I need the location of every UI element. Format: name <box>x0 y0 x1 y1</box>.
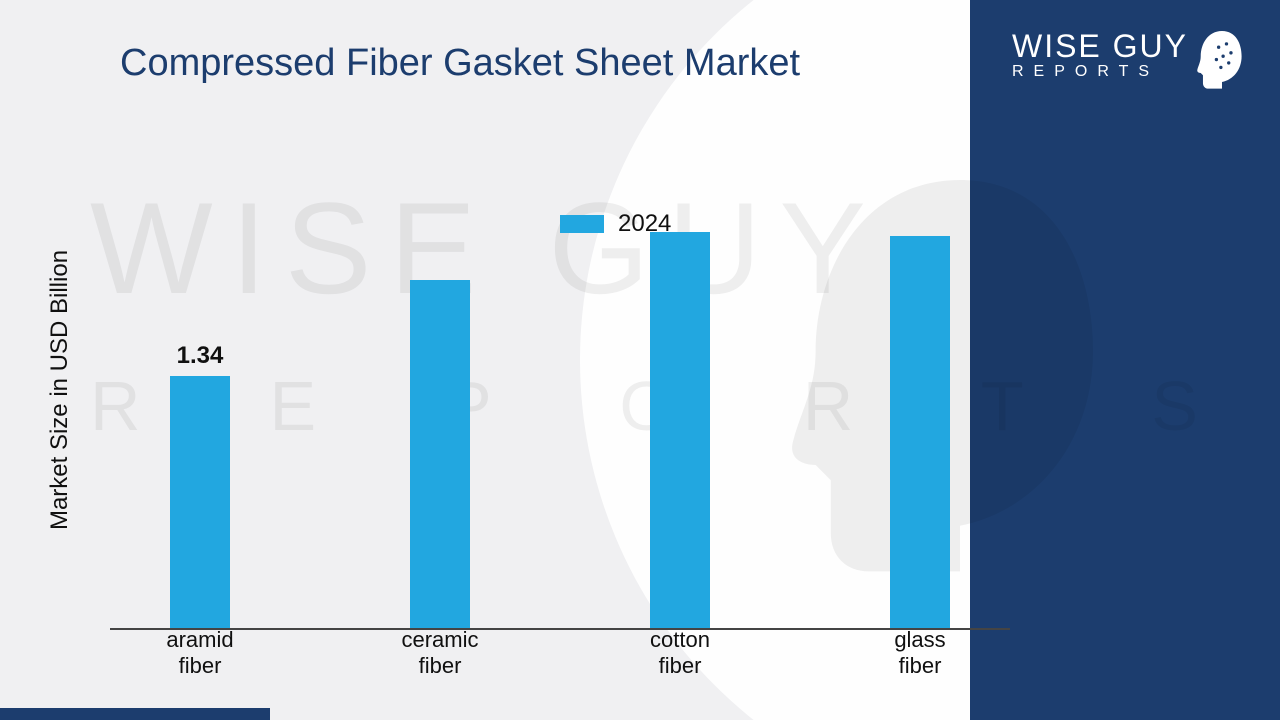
logo-line2: REPORTS <box>1012 63 1188 81</box>
bar-category-label: ceramicfiber <box>370 627 510 678</box>
brand-logo: WISE GUY REPORTS <box>1012 28 1250 90</box>
bar-value-label: 1.34 <box>177 342 224 370</box>
bottom-accent-bar <box>0 708 270 720</box>
bar-category-label: glassfiber <box>850 627 990 678</box>
bar-aramid-fiber: 1.34 aramidfiber <box>170 376 230 628</box>
bar-glass-fiber: glassfiber <box>890 236 950 628</box>
y-axis-label: Market Size in USD Billion <box>46 250 74 530</box>
plot-area: 1.34 aramidfiber ceramicfiber cottonfibe… <box>110 170 1010 630</box>
chart-title: Compressed Fiber Gasket Sheet Market <box>120 42 820 86</box>
logo-line1: WISE GUY <box>1012 28 1188 65</box>
bar-category-label: aramidfiber <box>130 627 270 678</box>
bar-ceramic-fiber: ceramicfiber <box>410 280 470 628</box>
right-panel <box>970 0 1280 720</box>
bar-category-label: cottonfiber <box>610 627 750 678</box>
bar-cotton-fiber: cottonfiber <box>650 232 710 628</box>
logo-head-icon <box>1194 28 1250 90</box>
chart-stage: WISE GUY R E P O R T S WISE GUY REPORTS … <box>0 0 1280 720</box>
